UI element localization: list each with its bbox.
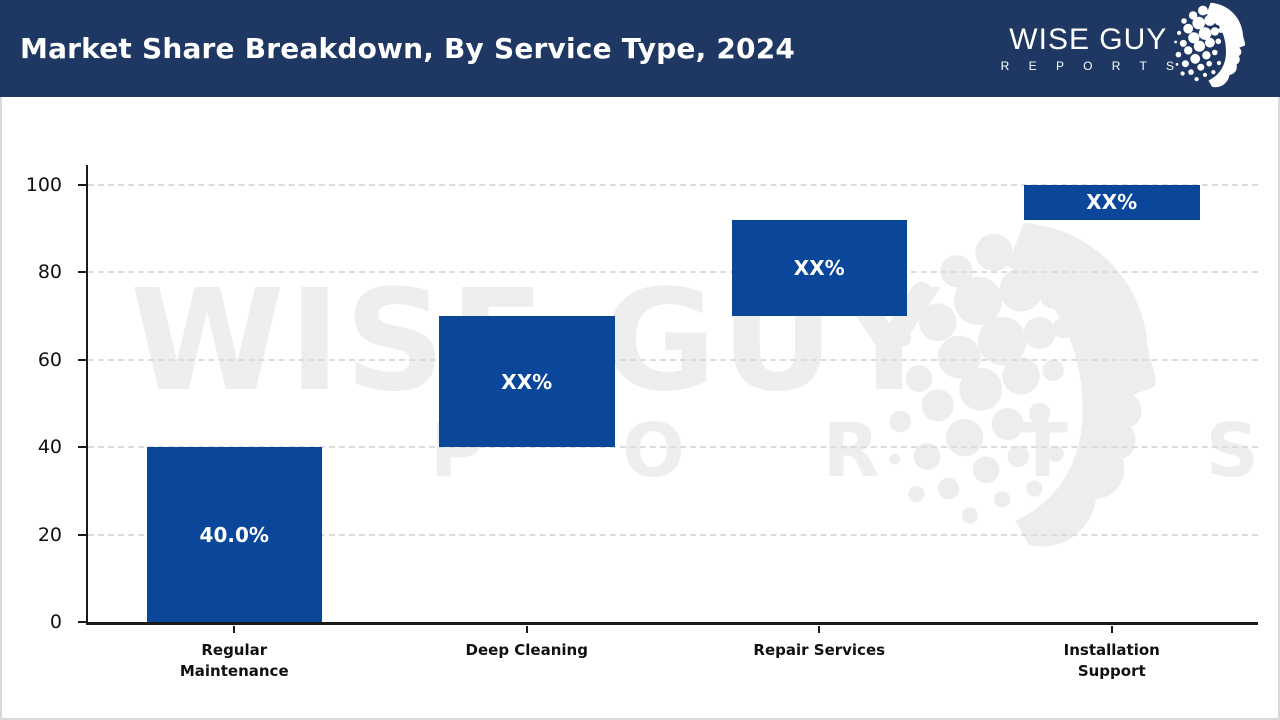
x-slot: Regular Maintenance: [88, 626, 381, 682]
gridline: [88, 184, 1258, 186]
y-tick-mark: [78, 446, 86, 449]
x-tick-mark: [818, 626, 821, 633]
logo-text: WISE GUY R E P O R T S: [995, 22, 1182, 73]
y-tick-mark: [78, 533, 86, 536]
gridline: [88, 533, 1258, 536]
bar-value-label: XX%: [501, 369, 553, 394]
bar-regular-maintenance: 40.0%: [146, 447, 322, 622]
y-tick-label: 80: [37, 261, 62, 284]
plot-area: 40.0% XX% XX% XX%: [78, 165, 1258, 625]
y-tick-mark: [78, 358, 86, 361]
y-tick-label: 20: [37, 523, 62, 546]
wise-guy-face-icon: [1170, 0, 1254, 98]
x-slot: Deep Cleaning: [381, 626, 674, 682]
y-axis-line: [86, 165, 88, 622]
x-slot: Installation Support: [966, 626, 1259, 682]
y-tick-label: 40: [37, 436, 62, 459]
bar-repair-services: XX%: [731, 219, 907, 317]
x-axis-line: [86, 622, 1258, 625]
category-label: Regular Maintenance: [179, 641, 289, 680]
x-axis-labels: Regular Maintenance Deep Cleaning Repair S…: [88, 626, 1258, 682]
bar-slot: 40.0%: [88, 185, 381, 622]
gridline: [88, 271, 1258, 274]
bar-slot: XX%: [673, 185, 966, 622]
bar-installation-support: XX%: [1024, 185, 1200, 220]
bar-value-label: 40.0%: [199, 522, 269, 547]
bars-layer: 40.0% XX% XX% XX%: [88, 185, 1258, 622]
header-bar: Market Share Breakdown, By Service Type,…: [0, 0, 1280, 97]
y-tick-mark: [78, 621, 86, 623]
x-tick-mark: [525, 626, 528, 633]
y-tick-label: 100: [25, 174, 62, 196]
bar-value-label: XX%: [793, 256, 845, 281]
bar-slot: XX%: [966, 185, 1259, 622]
bar-value-label: XX%: [1086, 190, 1138, 215]
wise-guy-logo: WISE GUY R E P O R T S: [995, 0, 1254, 98]
gridline: [88, 358, 1258, 361]
bar-slot: XX%: [381, 185, 674, 622]
category-label: Repair Services: [753, 641, 886, 659]
gridline: [88, 446, 1258, 449]
x-slot: Repair Services: [673, 626, 966, 682]
x-tick-mark: [233, 626, 236, 633]
page-title: Market Share Breakdown, By Service Type,…: [20, 32, 796, 65]
y-axis-labels: 0 20 40 60 80 100: [0, 174, 78, 633]
x-tick-mark: [1110, 626, 1113, 633]
y-tick-mark: [78, 184, 86, 186]
y-tick-label: 0: [49, 611, 62, 633]
logo-wordmark: WISE GUY: [1009, 22, 1168, 56]
logo-subtitle: R E P O R T S: [1000, 58, 1182, 73]
bar-deep-cleaning: XX%: [439, 316, 615, 448]
y-tick-mark: [78, 271, 86, 274]
category-label: Deep Cleaning: [465, 641, 588, 659]
y-tick-label: 60: [37, 348, 62, 371]
category-label: Installation Support: [1063, 641, 1160, 680]
